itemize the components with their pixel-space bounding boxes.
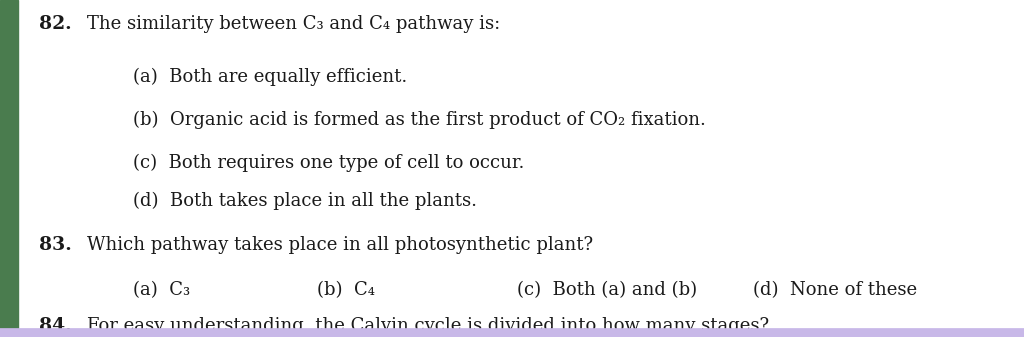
- Text: 82.: 82.: [39, 15, 72, 33]
- Text: (d)  None of these: (d) None of these: [753, 281, 916, 299]
- Text: 84.: 84.: [39, 317, 72, 335]
- Text: (c)  Both requires one type of cell to occur.: (c) Both requires one type of cell to oc…: [133, 153, 524, 172]
- Text: (d)  Both takes place in all the plants.: (d) Both takes place in all the plants.: [133, 192, 477, 210]
- Text: (a)  C₃: (a) C₃: [133, 281, 190, 299]
- Text: (b)  Organic acid is formed as the first product of CO₂ fixation.: (b) Organic acid is formed as the first …: [133, 111, 706, 129]
- Text: For easy understanding, the Calvin cycle is divided into how many stages?: For easy understanding, the Calvin cycle…: [87, 317, 769, 335]
- Text: (b)  C₄: (b) C₄: [317, 281, 376, 299]
- Text: Which pathway takes place in all photosynthetic plant?: Which pathway takes place in all photosy…: [87, 236, 593, 254]
- Text: (c)  Both (a) and (b): (c) Both (a) and (b): [517, 281, 697, 299]
- Bar: [0, 0, 18, 337]
- Text: 83.: 83.: [39, 236, 72, 254]
- Text: (a)  Both are equally efficient.: (a) Both are equally efficient.: [133, 67, 408, 86]
- Text: The similarity between C₃ and C₄ pathway is:: The similarity between C₃ and C₄ pathway…: [87, 15, 501, 33]
